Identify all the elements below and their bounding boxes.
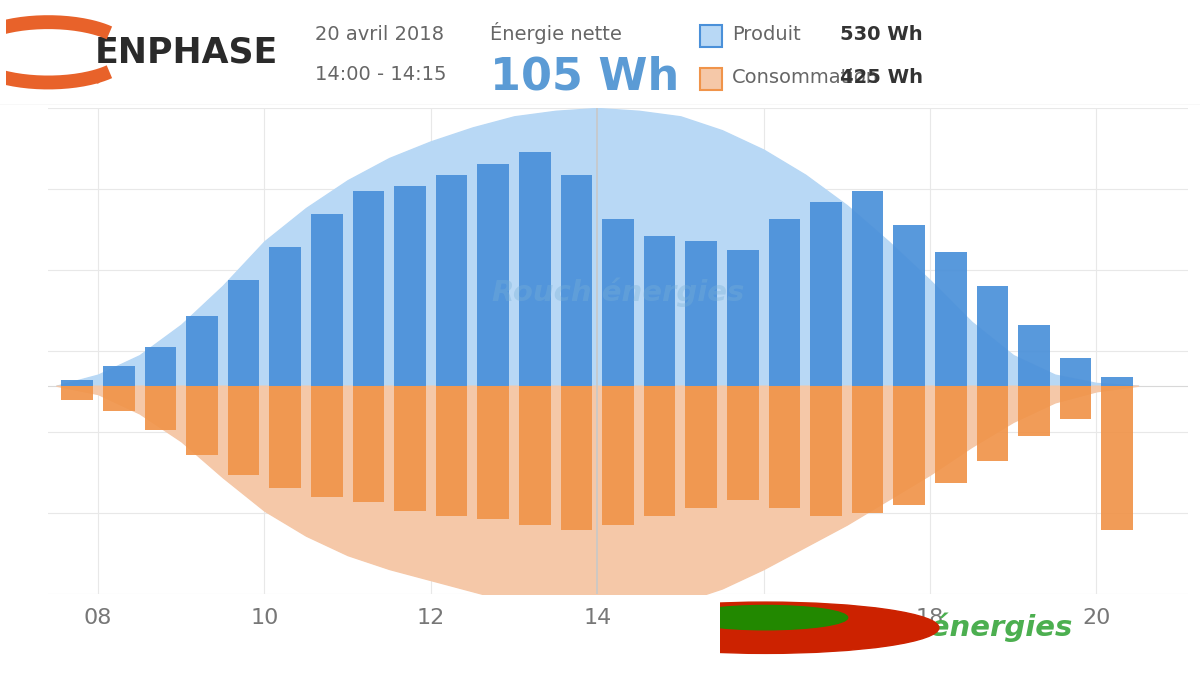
Bar	[269, 385, 301, 489]
Bar	[518, 153, 551, 385]
Bar	[852, 385, 883, 514]
Bar	[727, 250, 758, 385]
Bar	[1019, 325, 1050, 385]
Text: Rouch énergies: Rouch énergies	[492, 278, 744, 307]
Bar	[769, 385, 800, 508]
Bar	[560, 175, 593, 385]
Bar	[1060, 385, 1092, 419]
Bar	[643, 385, 676, 516]
Bar	[602, 385, 634, 524]
Bar	[478, 385, 509, 519]
Bar	[1102, 377, 1133, 385]
Text: Rouch énergies: Rouch énergies	[821, 613, 1073, 643]
Bar	[353, 385, 384, 502]
FancyBboxPatch shape	[700, 24, 722, 47]
Bar	[103, 385, 134, 410]
Bar	[478, 163, 509, 385]
Text: Consommation: Consommation	[732, 68, 878, 87]
Bar	[186, 385, 217, 455]
Bar	[894, 385, 925, 505]
Bar	[1019, 385, 1050, 435]
Bar	[436, 385, 467, 516]
Text: Énergie nette: Énergie nette	[490, 22, 622, 44]
Bar	[935, 385, 967, 483]
Text: 105 Wh: 105 Wh	[490, 55, 679, 98]
Text: 425 Wh: 425 Wh	[840, 68, 923, 87]
Bar	[144, 347, 176, 385]
Bar	[228, 385, 259, 475]
Text: 530 Wh: 530 Wh	[840, 25, 923, 44]
Text: 14:00 - 14:15: 14:00 - 14:15	[314, 65, 446, 84]
Text: Produit: Produit	[732, 25, 800, 44]
Circle shape	[593, 602, 938, 653]
FancyBboxPatch shape	[700, 68, 722, 90]
Bar	[685, 241, 718, 385]
Bar	[560, 385, 593, 530]
Circle shape	[684, 605, 847, 630]
Bar	[394, 385, 426, 511]
Bar	[894, 225, 925, 385]
Bar	[1060, 358, 1092, 385]
Bar	[436, 175, 467, 385]
Bar	[643, 236, 676, 385]
Bar	[61, 380, 92, 385]
Bar	[727, 385, 758, 500]
Bar	[769, 219, 800, 385]
Bar	[269, 247, 301, 385]
Text: ENPHASE: ENPHASE	[95, 35, 278, 70]
Bar	[852, 191, 883, 385]
Bar	[810, 385, 842, 516]
Bar	[311, 385, 342, 497]
Bar	[977, 385, 1008, 461]
Bar	[353, 191, 384, 385]
Bar	[602, 219, 634, 385]
Bar	[186, 317, 217, 385]
Text: 20 avril 2018: 20 avril 2018	[314, 25, 444, 44]
Bar	[144, 385, 176, 430]
Bar	[935, 252, 967, 385]
Bar	[394, 186, 426, 385]
Bar	[518, 385, 551, 524]
Bar	[103, 367, 134, 385]
Bar	[977, 286, 1008, 385]
Bar	[810, 202, 842, 385]
Bar	[61, 385, 92, 400]
Bar	[311, 213, 342, 385]
Bar	[685, 385, 718, 508]
Bar	[1102, 385, 1133, 530]
Bar	[228, 280, 259, 385]
